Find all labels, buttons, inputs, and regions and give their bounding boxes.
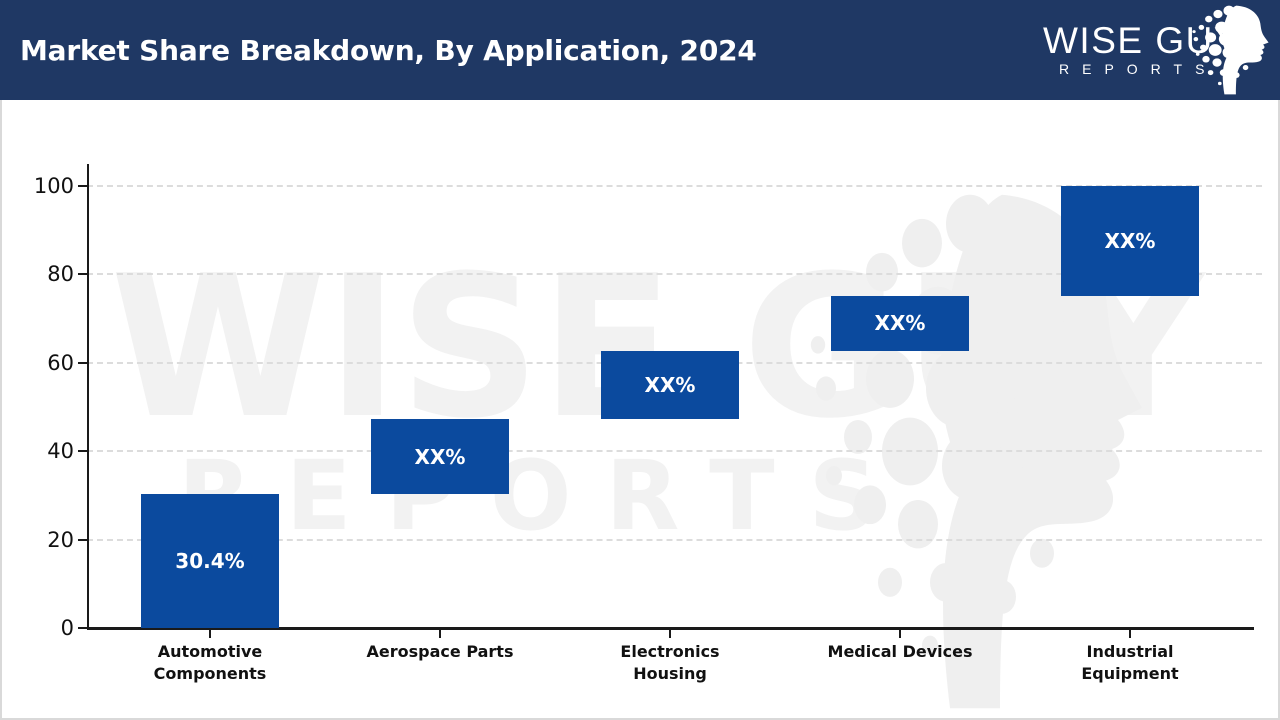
logo-subtitle: REPORTS — [1059, 61, 1218, 77]
y-tick-label: 100 — [33, 174, 74, 198]
x-category-label: Automotive Components — [153, 642, 267, 683]
y-tickmark — [78, 361, 87, 364]
watermark-subtitle: REPORTS — [178, 440, 912, 552]
x-tickmark — [439, 630, 441, 638]
x-tickmark — [669, 630, 671, 638]
logo-wordmark: WISE GUY — [1043, 20, 1241, 61]
waterfall-bar-segment: 30.4% — [141, 493, 279, 628]
x-tickmark — [1129, 630, 1131, 638]
x-tickmark — [209, 630, 211, 638]
y-tick-label: 80 — [47, 262, 74, 287]
x-axis-line — [87, 627, 1254, 630]
y-tickmark — [78, 273, 87, 276]
y-tick-label: 40 — [47, 439, 74, 464]
x-category-label: Aerospace Parts — [366, 642, 514, 661]
y-tickmark — [78, 185, 87, 187]
y-tickmark — [78, 450, 87, 453]
waterfall-bar-segment: XX% — [371, 419, 509, 494]
y-tickmark — [78, 538, 87, 541]
waterfall-bar-segment: XX% — [831, 295, 969, 352]
bar-value-label: XX% — [644, 373, 696, 398]
y-tick-label: 60 — [47, 350, 74, 375]
header: Market Share Breakdown, By Application, … — [0, 0, 1280, 100]
y-axis-line — [87, 163, 89, 629]
y-tick-label: 0 — [60, 616, 74, 640]
x-category-label: Medical Devices — [827, 642, 973, 661]
y-gridline — [87, 185, 1262, 187]
logo-head-icon — [1192, 5, 1269, 95]
waterfall-bar-segment: XX% — [1061, 186, 1199, 296]
waterfall-bar-segment: XX% — [601, 351, 739, 420]
y-tickmark — [78, 627, 87, 629]
x-category-label: Electronics Housing — [620, 642, 720, 683]
y-tick-label: 20 — [47, 527, 74, 552]
y-gridline — [87, 538, 1262, 541]
page-title: Market Share Breakdown, By Application, … — [20, 33, 757, 67]
x-category-label: Industrial Equipment — [1081, 642, 1179, 683]
y-gridline — [87, 450, 1262, 453]
bar-value-label: XX% — [414, 444, 466, 469]
bar-value-label: XX% — [874, 311, 926, 336]
y-gridline — [87, 273, 1262, 276]
bar-value-label: XX% — [1104, 228, 1156, 253]
bar-value-label: 30.4% — [175, 548, 245, 573]
x-tickmark — [899, 630, 901, 638]
